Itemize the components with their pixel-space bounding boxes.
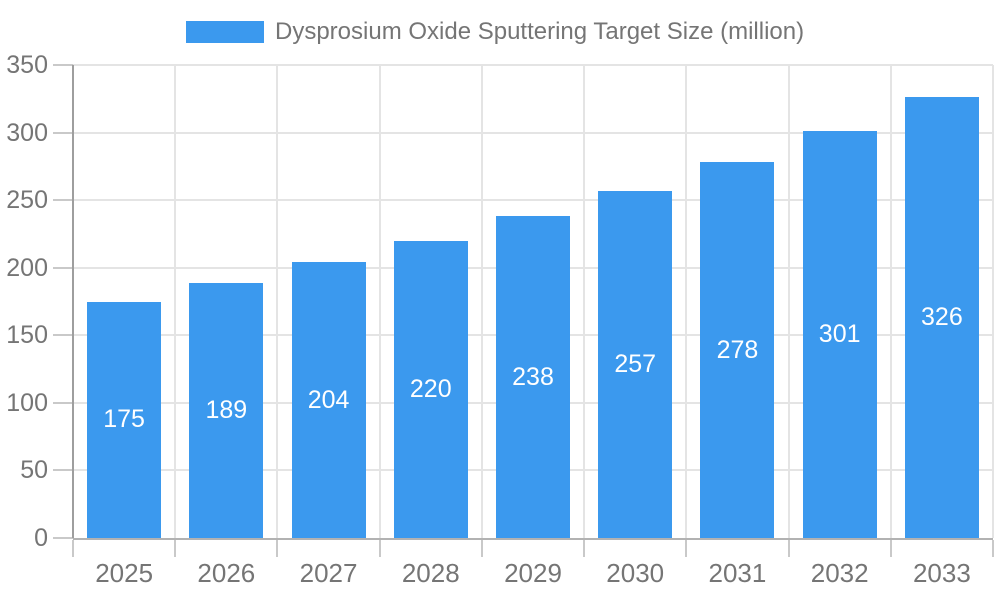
x-axis-tick	[378, 540, 381, 557]
x-axis-label: 2032	[810, 558, 869, 588]
bar-value-label: 326	[921, 303, 963, 332]
legend: Dysprosium Oxide Sputtering Target Size …	[0, 0, 1000, 55]
y-axis-label: 100	[6, 388, 48, 417]
bar-value-label: 238	[512, 362, 554, 391]
x-axis-tick	[72, 540, 74, 557]
x-axis-tick	[685, 540, 688, 557]
y-axis-tick	[53, 334, 73, 337]
y-gridline	[73, 131, 993, 134]
x-axis-tick	[276, 540, 279, 557]
bar[interactable]: 204	[291, 262, 366, 538]
bar[interactable]: 326	[904, 97, 979, 538]
y-axis-tick	[53, 64, 73, 66]
bar-value-label: 278	[716, 335, 759, 364]
x-gridline	[480, 65, 483, 538]
bar-value-label: 189	[205, 395, 248, 424]
bar-value-label: 301	[818, 320, 861, 349]
y-gridline	[73, 64, 993, 66]
y-axis-label: 350	[6, 51, 48, 79]
bar[interactable]: 238	[496, 216, 570, 538]
x-axis-tick	[583, 540, 586, 557]
x-axis-label: 2026	[197, 558, 256, 588]
x-axis-label: 2033	[912, 558, 971, 588]
x-axis-label: 2030	[606, 558, 665, 588]
y-axis-line	[72, 65, 74, 538]
y-axis-label: 250	[6, 186, 48, 215]
y-axis-label: 150	[6, 321, 48, 350]
y-axis-label: 0	[34, 524, 48, 552]
bar[interactable]: 257	[598, 190, 673, 538]
y-axis-tick	[53, 469, 73, 472]
legend-swatch	[186, 21, 264, 43]
y-axis-label: 300	[6, 118, 48, 147]
bar-value-label: 204	[307, 385, 350, 414]
x-gridline	[889, 65, 892, 538]
x-axis-label: 2031	[708, 558, 767, 588]
bar[interactable]: 301	[802, 131, 877, 538]
x-axis-line	[73, 538, 993, 540]
x-gridline	[787, 65, 790, 538]
y-axis-tick	[53, 199, 73, 202]
bar-value-label: 220	[409, 374, 452, 403]
x-gridline	[276, 65, 279, 538]
x-axis-tick	[787, 540, 790, 557]
x-axis-label: 2025	[95, 558, 154, 588]
plot-area: 175 189 204 220 238 257 278 301 326	[73, 64, 994, 538]
x-axis-tick	[992, 540, 994, 557]
bar-value-label: 175	[103, 405, 145, 434]
x-axis-label: 2029	[504, 558, 562, 588]
bar[interactable]: 175	[87, 301, 162, 538]
bar-value-label: 257	[614, 349, 657, 378]
legend-label: Dysprosium Oxide Sputtering Target Size …	[275, 18, 805, 45]
x-axis-tick	[889, 540, 892, 557]
bar[interactable]: 189	[189, 282, 264, 538]
y-axis-label: 50	[20, 456, 48, 485]
bar[interactable]: 220	[393, 240, 468, 538]
bar[interactable]: 278	[700, 162, 775, 538]
x-axis-tick	[480, 540, 483, 557]
x-gridline	[174, 65, 177, 538]
x-axis-tick	[174, 540, 177, 557]
x-gridline	[992, 65, 994, 538]
x-axis-label: 2028	[401, 558, 460, 588]
y-axis-tick	[53, 266, 73, 269]
y-gridline	[73, 199, 993, 202]
x-gridline	[583, 65, 586, 538]
y-axis-label: 200	[6, 253, 48, 282]
y-axis-tick	[53, 401, 73, 404]
y-axis-tick	[53, 537, 73, 539]
x-axis-label: 2027	[299, 558, 358, 588]
x-gridline	[378, 65, 381, 538]
y-axis-tick	[53, 131, 73, 134]
x-gridline	[685, 65, 688, 538]
